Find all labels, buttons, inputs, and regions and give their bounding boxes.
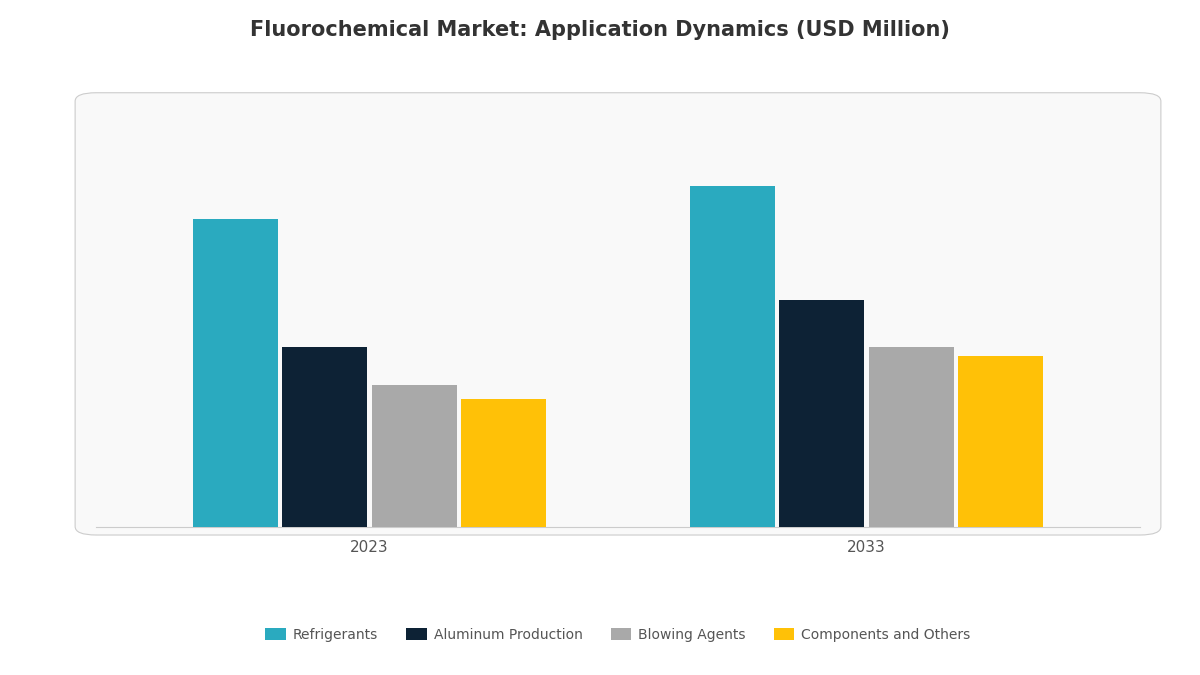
Bar [959,356,1043,526]
Legend: Refrigerants, Aluminum Production, Blowing Agents, Components and Others: Refrigerants, Aluminum Production, Blowi… [259,622,977,647]
FancyBboxPatch shape [76,92,1160,535]
Bar [779,300,864,526]
Bar [869,347,954,526]
Bar [690,186,775,526]
Bar [461,399,546,526]
Bar [282,347,367,526]
Bar [193,219,277,526]
Text: Fluorochemical Market: Application Dynamics (USD Million): Fluorochemical Market: Application Dynam… [250,20,950,40]
Bar [372,385,457,526]
